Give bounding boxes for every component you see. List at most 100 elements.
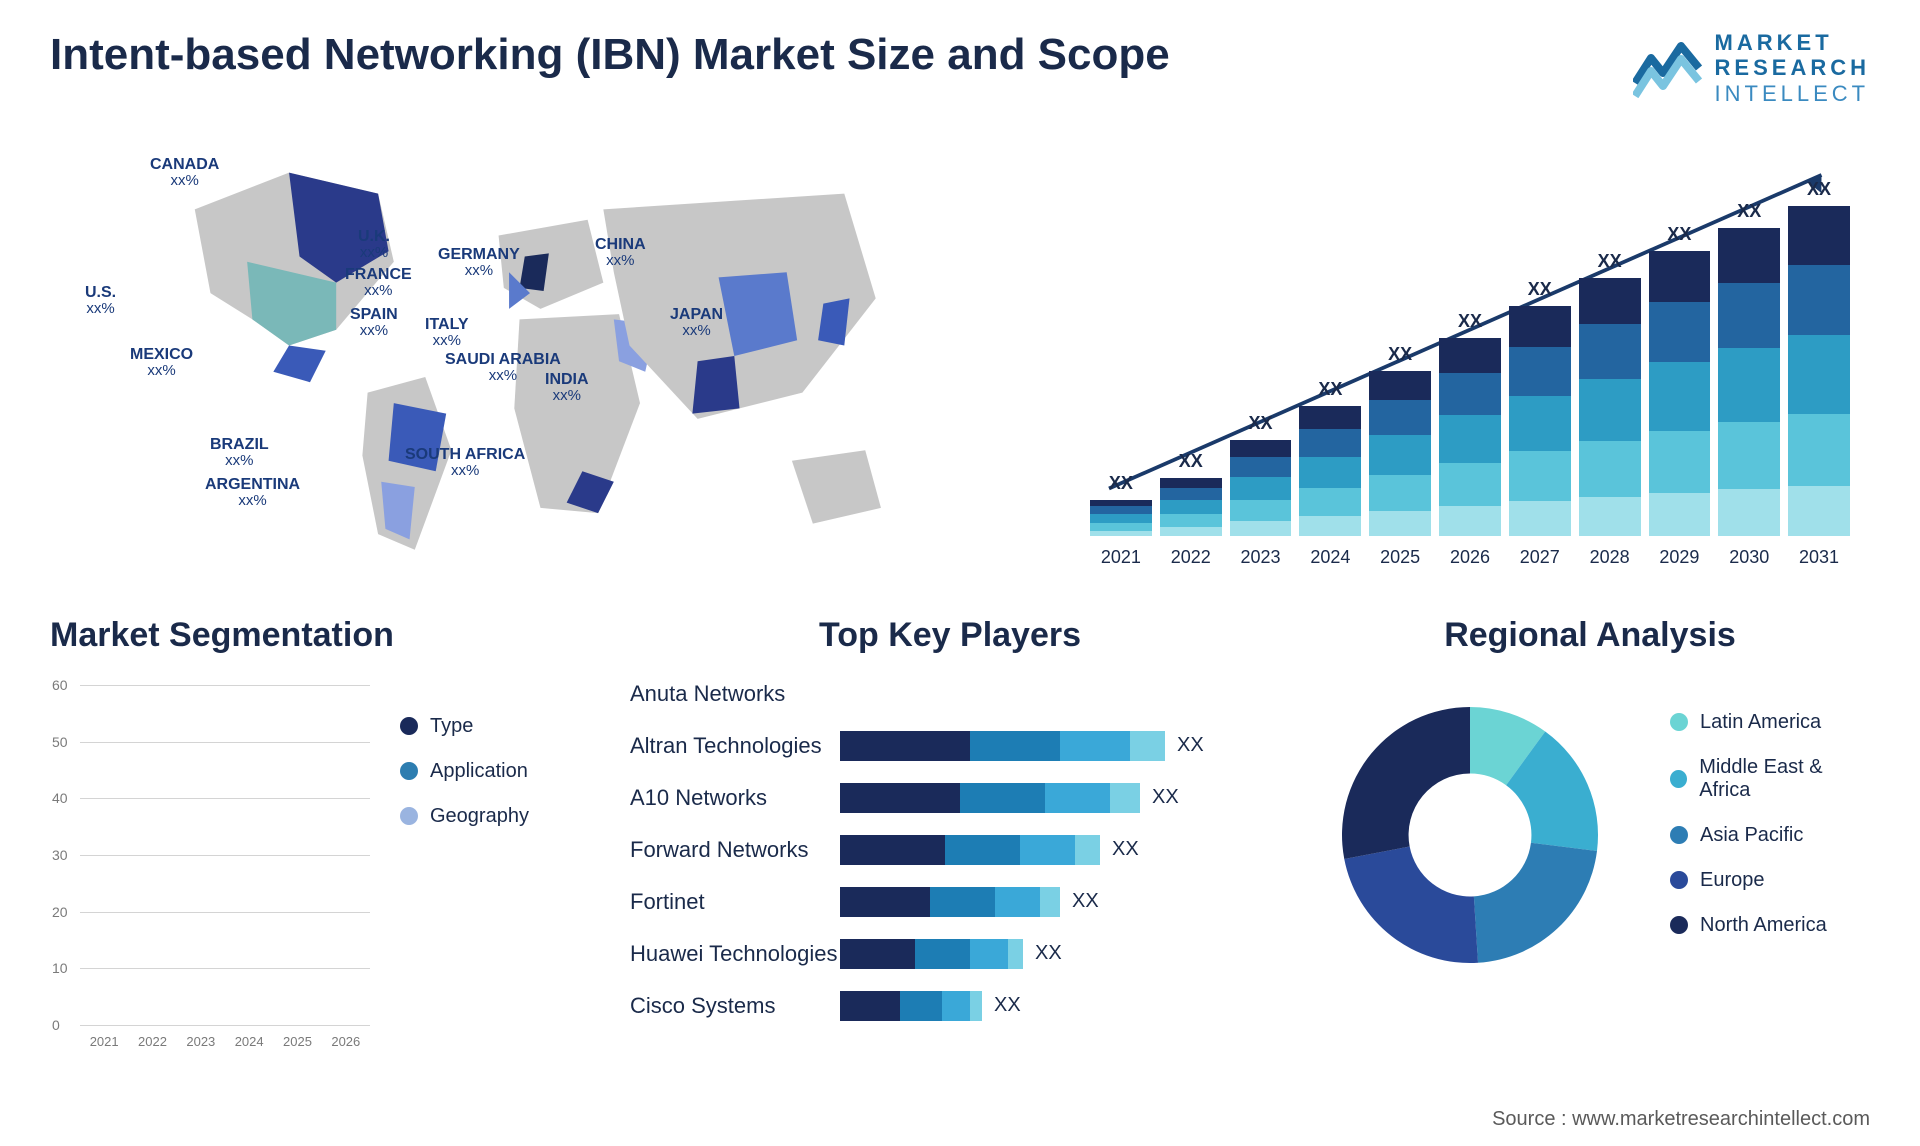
growth-bar: XX2031 bbox=[1788, 179, 1850, 536]
brand-logo: MARKET RESEARCH INTELLECT bbox=[1633, 30, 1870, 106]
map-label: BRAZILxx% bbox=[210, 436, 269, 470]
player-bar bbox=[840, 939, 1023, 969]
growth-bar-year: 2026 bbox=[1439, 547, 1501, 568]
seg-bar-year: 2021 bbox=[84, 1034, 124, 1049]
player-value: XX bbox=[1035, 942, 1062, 965]
player-name: Fortinet bbox=[630, 889, 840, 915]
regional-title: Regional Analysis bbox=[1310, 616, 1870, 655]
source-attribution: Source : www.marketresearchintellect.com bbox=[1492, 1108, 1870, 1131]
region-legend-item: North America bbox=[1670, 914, 1870, 937]
growth-bar-label: XX bbox=[1737, 201, 1761, 222]
region-legend-item: Middle East & Africa bbox=[1670, 756, 1870, 802]
growth-bar-year: 2027 bbox=[1509, 547, 1571, 568]
segmentation-panel: Market Segmentation 0102030405060 202120… bbox=[50, 616, 590, 1086]
seg-legend-item: Type bbox=[400, 715, 590, 738]
segmentation-legend: Type Application Geography bbox=[370, 675, 590, 1055]
growth-bar-year: 2025 bbox=[1369, 547, 1431, 568]
player-row: Fortinet XX bbox=[630, 883, 1270, 921]
player-row: Altran Technologies XX bbox=[630, 727, 1270, 765]
growth-bar: XX2025 bbox=[1369, 344, 1431, 536]
player-value: XX bbox=[1072, 890, 1099, 913]
region-legend-item: Asia Pacific bbox=[1670, 824, 1870, 847]
map-label: JAPANxx% bbox=[670, 306, 723, 340]
player-row: Huawei Technologies XX bbox=[630, 935, 1270, 973]
map-label: CANADAxx% bbox=[150, 156, 219, 190]
growth-bar-year: 2029 bbox=[1649, 547, 1711, 568]
map-label: SOUTH AFRICAxx% bbox=[405, 446, 525, 480]
player-value: XX bbox=[1112, 838, 1139, 861]
growth-bar: XX2024 bbox=[1299, 379, 1361, 536]
growth-bar-label: XX bbox=[1667, 224, 1691, 245]
growth-bar: XX2026 bbox=[1439, 311, 1501, 536]
map-label: ITALYxx% bbox=[425, 316, 469, 350]
segmentation-title: Market Segmentation bbox=[50, 616, 590, 655]
growth-bar-year: 2022 bbox=[1160, 547, 1222, 568]
growth-bar-label: XX bbox=[1598, 251, 1622, 272]
seg-ytick: 60 bbox=[52, 677, 68, 693]
map-label: INDIAxx% bbox=[545, 371, 589, 405]
growth-bar-year: 2031 bbox=[1788, 547, 1850, 568]
player-row: Cisco Systems XX bbox=[630, 987, 1270, 1025]
logo-mark-icon bbox=[1633, 38, 1703, 98]
seg-ytick: 10 bbox=[52, 960, 68, 976]
map-label: U.S.xx% bbox=[85, 284, 116, 318]
player-name: Huawei Technologies bbox=[630, 941, 840, 967]
regional-legend: Latin AmericaMiddle East & AfricaAsia Pa… bbox=[1670, 711, 1870, 959]
region-legend-item: Europe bbox=[1670, 869, 1870, 892]
growth-bar-year: 2024 bbox=[1299, 547, 1361, 568]
growth-bar-label: XX bbox=[1388, 344, 1412, 365]
growth-bar-year: 2028 bbox=[1579, 547, 1641, 568]
player-bar bbox=[840, 783, 1140, 813]
map-label: MEXICOxx% bbox=[130, 346, 193, 380]
player-value: XX bbox=[994, 994, 1021, 1017]
growth-bar-label: XX bbox=[1249, 413, 1273, 434]
seg-legend-item: Geography bbox=[400, 805, 590, 828]
seg-bar-year: 2023 bbox=[181, 1034, 221, 1049]
donut-slice bbox=[1344, 846, 1478, 962]
map-label: GERMANYxx% bbox=[438, 246, 520, 280]
growth-bar: XX2023 bbox=[1230, 413, 1292, 536]
map-label: ARGENTINAxx% bbox=[205, 476, 300, 510]
donut-slice bbox=[1342, 707, 1470, 859]
player-name: Cisco Systems bbox=[630, 993, 840, 1019]
growth-bar-label: XX bbox=[1318, 379, 1342, 400]
regional-donut-chart bbox=[1310, 675, 1630, 995]
logo-line3: INTELLECT bbox=[1715, 81, 1870, 106]
growth-bar-label: XX bbox=[1179, 451, 1203, 472]
growth-bar: XX2022 bbox=[1160, 451, 1222, 536]
growth-bar-year: 2030 bbox=[1718, 547, 1780, 568]
seg-bar-year: 2026 bbox=[326, 1034, 366, 1049]
map-label: SAUDI ARABIAxx% bbox=[445, 351, 561, 385]
player-bar bbox=[840, 991, 982, 1021]
map-label: FRANCExx% bbox=[345, 266, 412, 300]
seg-bar-year: 2022 bbox=[132, 1034, 172, 1049]
growth-bar: XX2029 bbox=[1649, 224, 1711, 536]
seg-bar-year: 2025 bbox=[277, 1034, 317, 1049]
donut-slice bbox=[1474, 843, 1597, 963]
player-value: XX bbox=[1152, 786, 1179, 809]
map-label: U.K.xx% bbox=[358, 228, 390, 262]
page-title: Intent-based Networking (IBN) Market Siz… bbox=[50, 30, 1170, 80]
player-name: A10 Networks bbox=[630, 785, 840, 811]
regional-panel: Regional Analysis Latin AmericaMiddle Ea… bbox=[1310, 616, 1870, 1086]
seg-ytick: 20 bbox=[52, 904, 68, 920]
growth-bar-label: XX bbox=[1807, 179, 1831, 200]
seg-bar-year: 2024 bbox=[229, 1034, 269, 1049]
map-label: CHINAxx% bbox=[595, 236, 646, 270]
player-name: Altran Technologies bbox=[630, 733, 840, 759]
growth-bar-label: XX bbox=[1458, 311, 1482, 332]
player-row: Forward NetworksXX bbox=[630, 831, 1270, 869]
player-row: A10 Networks XX bbox=[630, 779, 1270, 817]
logo-line2: RESEARCH bbox=[1715, 55, 1870, 80]
seg-ytick: 40 bbox=[52, 790, 68, 806]
player-bar bbox=[840, 731, 1165, 761]
segmentation-chart: 0102030405060 202120222023202420252026 bbox=[50, 675, 370, 1055]
seg-legend-item: Application bbox=[400, 760, 590, 783]
growth-bar: XX2030 bbox=[1718, 201, 1780, 536]
growth-bar-label: XX bbox=[1528, 279, 1552, 300]
player-name: Anuta Networks bbox=[630, 681, 840, 707]
player-value: XX bbox=[1177, 734, 1204, 757]
logo-line1: MARKET bbox=[1715, 30, 1870, 55]
growth-bar-label: XX bbox=[1109, 473, 1133, 494]
growth-bar: XX2021 bbox=[1090, 473, 1152, 536]
